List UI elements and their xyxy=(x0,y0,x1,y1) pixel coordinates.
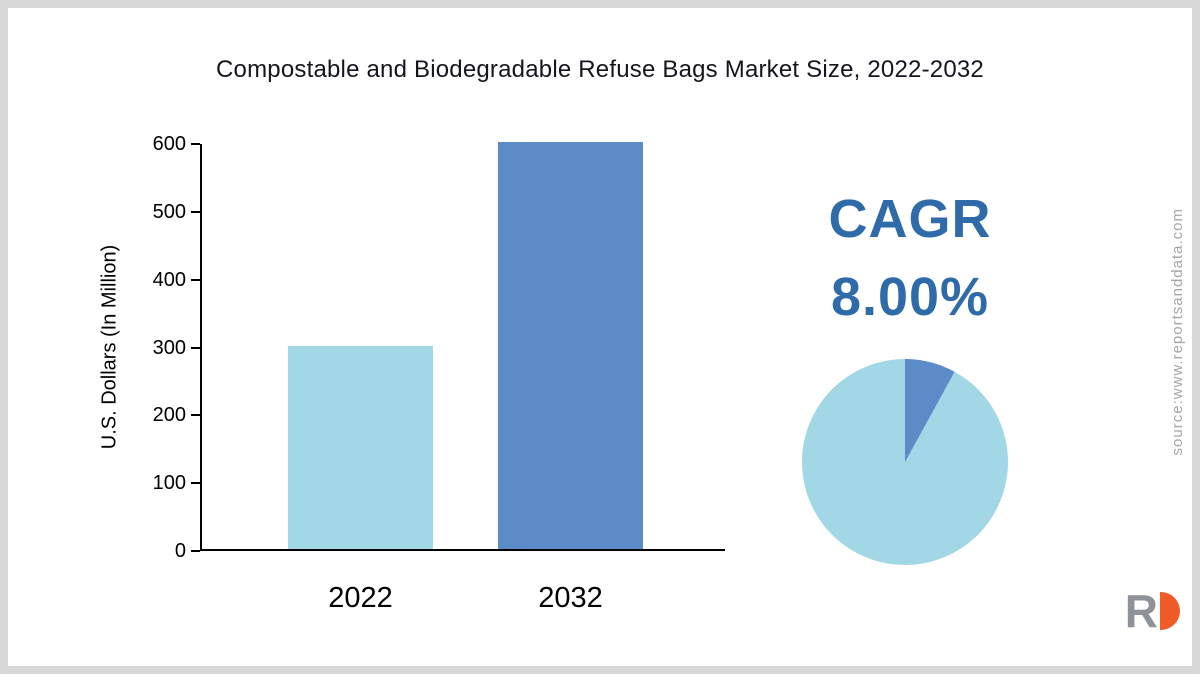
y-tick-label: 0 xyxy=(174,540,186,562)
y-tick-mark xyxy=(191,278,200,281)
y-tick-mark xyxy=(191,550,200,552)
reports-and-data-logo: R xyxy=(1125,588,1180,634)
logo-letter: R xyxy=(1124,585,1158,637)
y-tick-mark xyxy=(191,143,200,145)
x-tick-label: 2032 xyxy=(538,582,603,614)
bar-chart-plot-area: 0 100 200 300 400 500 600 2022 2032 xyxy=(153,134,725,614)
y-tick-mark xyxy=(191,482,200,485)
y-tick-mark xyxy=(191,210,200,213)
chart-title: Compostable and Biodegradable Refuse Bag… xyxy=(216,56,984,83)
logo-orange-dot-icon xyxy=(1160,592,1180,630)
y-tick-label: 500 xyxy=(152,200,186,223)
y-tick-label: 100 xyxy=(152,472,186,495)
bar-2022 xyxy=(288,345,433,549)
y-tick-label: 300 xyxy=(152,336,186,359)
cagr-value: 8.00% xyxy=(830,267,990,328)
bar-2032 xyxy=(498,142,643,549)
cagr-label: CAGR xyxy=(828,189,992,249)
y-tick-mark xyxy=(191,346,200,349)
x-tick-label: 2022 xyxy=(328,582,393,614)
cagr-annotation: CAGR 8.00% xyxy=(770,180,1050,337)
y-tick-mark xyxy=(191,414,200,417)
cagr-pie-chart xyxy=(802,359,1008,565)
y-tick-label: 200 xyxy=(152,404,186,427)
source-watermark: source:www.reportsanddata.com xyxy=(1169,208,1186,456)
y-tick-label: 400 xyxy=(152,268,186,291)
y-tick-label: 600 xyxy=(152,133,186,155)
y-axis-label: U.S. Dollars (In Million) xyxy=(98,244,121,450)
